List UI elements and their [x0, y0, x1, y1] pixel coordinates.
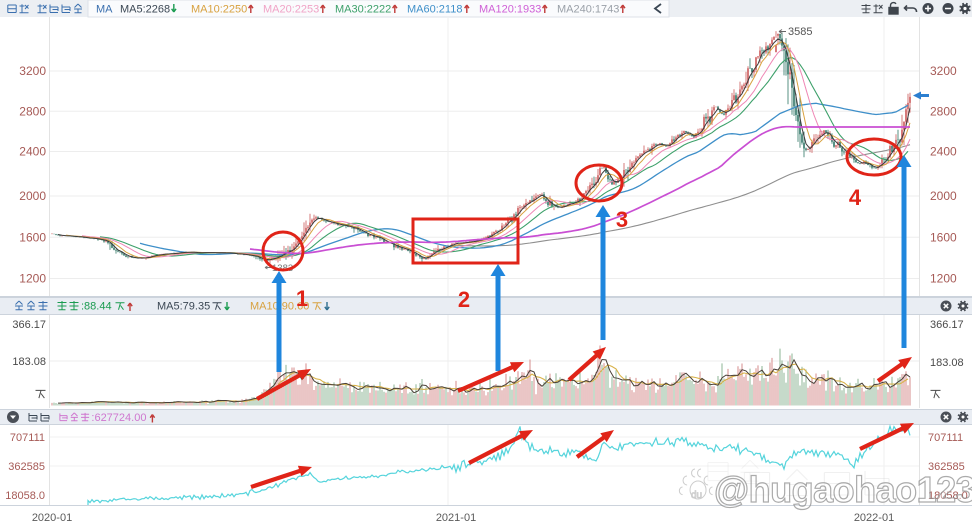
svg-text:MA: MA	[96, 4, 113, 16]
svg-text:1200: 1200	[19, 272, 46, 286]
svg-text:1600: 1600	[930, 230, 957, 244]
svg-text:1600: 1600	[19, 230, 46, 244]
svg-text:183.08: 183.08	[12, 356, 46, 368]
svg-text:MA30:2222: MA30:2222	[335, 4, 391, 16]
svg-text:MA5:79.35: MA5:79.35	[157, 301, 210, 313]
svg-text:362585: 362585	[928, 461, 965, 473]
svg-text::88.44: :88.44	[81, 301, 112, 313]
svg-text:3200: 3200	[930, 64, 957, 78]
svg-text:2800: 2800	[19, 104, 46, 118]
svg-text:2020-01: 2020-01	[32, 512, 72, 524]
svg-text:2: 2	[458, 287, 470, 312]
svg-text:4: 4	[849, 185, 862, 210]
svg-text:366.17: 366.17	[12, 319, 46, 331]
svg-text:362585: 362585	[8, 461, 45, 473]
svg-text:2400: 2400	[19, 145, 46, 159]
svg-text:@hugaohao123: @hugaohao123	[714, 469, 972, 510]
svg-text:366.17: 366.17	[930, 319, 964, 331]
svg-text:707111: 707111	[928, 432, 963, 444]
svg-text:MA5:2268: MA5:2268	[120, 4, 170, 16]
svg-text:2400: 2400	[930, 145, 957, 159]
svg-text:3200: 3200	[19, 64, 46, 78]
svg-text:MA20:2253: MA20:2253	[263, 4, 319, 16]
svg-text:3585: 3585	[788, 26, 812, 38]
svg-text:1200: 1200	[930, 272, 957, 286]
svg-text:3: 3	[616, 207, 628, 232]
svg-text:183.08: 183.08	[930, 357, 964, 369]
svg-text:MA240:1743: MA240:1743	[557, 4, 619, 16]
svg-text:MA10:2250: MA10:2250	[191, 4, 247, 16]
svg-text:2022-01: 2022-01	[854, 512, 894, 524]
svg-text:1: 1	[296, 286, 308, 311]
svg-text:MA60:2118: MA60:2118	[407, 4, 462, 16]
svg-text:du: du	[691, 490, 702, 501]
svg-text:2021-01: 2021-01	[436, 512, 476, 524]
svg-text:707111: 707111	[10, 432, 45, 444]
svg-text::627724.00: :627724.00	[91, 412, 146, 424]
svg-text:18058.0: 18058.0	[928, 490, 968, 502]
svg-text:18058.0: 18058.0	[5, 490, 45, 502]
svg-text:MA120:1933: MA120:1933	[479, 4, 541, 16]
svg-text:2800: 2800	[930, 104, 957, 118]
svg-text:2000: 2000	[930, 189, 957, 203]
svg-text:2000: 2000	[19, 189, 46, 203]
